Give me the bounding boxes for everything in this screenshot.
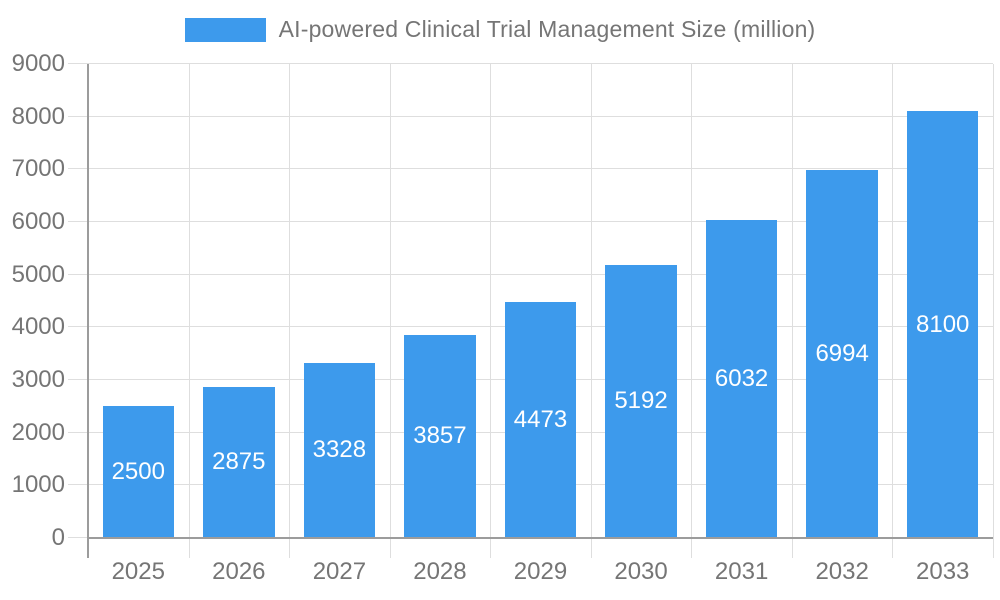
y-gridline xyxy=(88,63,993,64)
bar-value-label: 3328 xyxy=(312,436,367,464)
legend-swatch-icon xyxy=(184,17,266,42)
bar[interactable]: 4473 xyxy=(504,302,577,538)
y-axis-label: 2000 xyxy=(11,418,65,446)
bar-value-label: 2500 xyxy=(111,458,165,486)
x-axis-label: 2027 xyxy=(312,558,367,585)
y-axis-label: 4000 xyxy=(11,313,65,341)
x-gridline xyxy=(791,64,793,538)
y-gridline xyxy=(88,273,993,275)
bar[interactable]: 5192 xyxy=(605,264,677,538)
y-axis-tick xyxy=(68,431,88,433)
y-axis-tick xyxy=(68,63,88,64)
x-gridline xyxy=(389,64,391,538)
category-slot: 6994 2032 xyxy=(792,64,893,584)
x-axis-label: 2032 xyxy=(815,558,869,585)
y-axis-tick xyxy=(68,115,88,117)
bar-value-label: 5192 xyxy=(614,387,668,415)
x-axis-label: 2026 xyxy=(212,558,266,585)
category-slot: 3857 2028 xyxy=(390,64,491,584)
x-axis-label: 2033 xyxy=(916,558,970,585)
y-axis-label: 5000 xyxy=(11,260,65,288)
y-axis-label: 8000 xyxy=(11,102,65,130)
y-axis-tick xyxy=(68,168,88,170)
x-axis-tick xyxy=(590,538,592,558)
x-axis-tick xyxy=(490,538,492,558)
x-gridline xyxy=(691,64,693,538)
bar[interactable]: 2875 xyxy=(203,386,275,538)
x-axis-tick xyxy=(791,538,793,558)
x-axis-line xyxy=(88,537,993,539)
y-axis-label: 6000 xyxy=(11,208,65,236)
category-slot: 6032 2031 xyxy=(691,64,792,584)
bar-value-label: 4473 xyxy=(513,406,568,434)
bar[interactable]: 3328 xyxy=(303,362,376,538)
bar[interactable]: 8100 xyxy=(907,111,979,538)
x-gridline xyxy=(892,64,894,538)
y-axis-label: 1000 xyxy=(11,471,65,499)
y-axis-line xyxy=(87,64,89,558)
x-gridline xyxy=(188,64,190,538)
legend-item[interactable]: AI-powered Clinical Trial Management Siz… xyxy=(0,16,1000,43)
x-axis-tick xyxy=(691,538,693,558)
bar-value-label: 3857 xyxy=(413,422,467,450)
plot-area: 2500 2025 2875 2026 3328 2027 3857 2028 4473 2029… xyxy=(12,52,994,584)
x-axis-tick xyxy=(188,538,190,558)
bar[interactable]: 2500 xyxy=(102,406,174,538)
category-slot: 8100 2033 xyxy=(892,64,993,584)
category-slot: 5192 2030 xyxy=(591,64,692,584)
x-axis-tick xyxy=(892,538,894,558)
bar[interactable]: 6032 xyxy=(705,220,778,538)
y-axis-tick xyxy=(68,326,88,328)
category-slot: 2875 2026 xyxy=(189,64,290,584)
y-axis-tick xyxy=(68,273,88,275)
bar-value-label: 8100 xyxy=(916,310,970,338)
x-gridline xyxy=(490,64,492,538)
x-axis-label: 2030 xyxy=(614,558,668,585)
x-axis-label: 2028 xyxy=(413,558,467,585)
bar-value-label: 6032 xyxy=(714,365,769,393)
y-gridline xyxy=(88,221,993,223)
y-gridline xyxy=(88,115,993,117)
y-axis-label: 9000 xyxy=(11,50,65,77)
bar[interactable]: 6994 xyxy=(806,169,878,538)
y-axis-tick xyxy=(68,221,88,223)
bar[interactable]: 3857 xyxy=(404,334,476,538)
x-axis-tick xyxy=(993,538,994,558)
y-axis-label: 3000 xyxy=(11,366,65,394)
y-axis-tick xyxy=(68,379,88,381)
category-slot: 4473 2029 xyxy=(490,64,591,584)
x-axis-label: 2031 xyxy=(714,558,769,585)
y-axis-tick xyxy=(68,484,88,486)
x-axis-label: 2029 xyxy=(513,558,568,585)
x-gridline xyxy=(289,64,291,538)
y-axis-tick xyxy=(68,537,88,538)
category-slot: 2500 2025 xyxy=(88,64,189,584)
y-gridline xyxy=(88,168,993,170)
y-axis-label: 7000 xyxy=(11,155,65,183)
bar-value-label: 6994 xyxy=(815,339,869,367)
x-axis-label: 2025 xyxy=(111,558,165,585)
category-slot: 3328 2027 xyxy=(289,64,390,584)
x-gridline xyxy=(590,64,592,538)
bar-value-label: 2875 xyxy=(212,448,266,476)
legend-label: AI-powered Clinical Trial Management Siz… xyxy=(278,16,816,42)
x-axis-tick xyxy=(389,538,391,558)
x-gridline xyxy=(993,64,994,538)
x-axis-tick xyxy=(289,538,291,558)
y-axis-label: 0 xyxy=(51,524,65,551)
